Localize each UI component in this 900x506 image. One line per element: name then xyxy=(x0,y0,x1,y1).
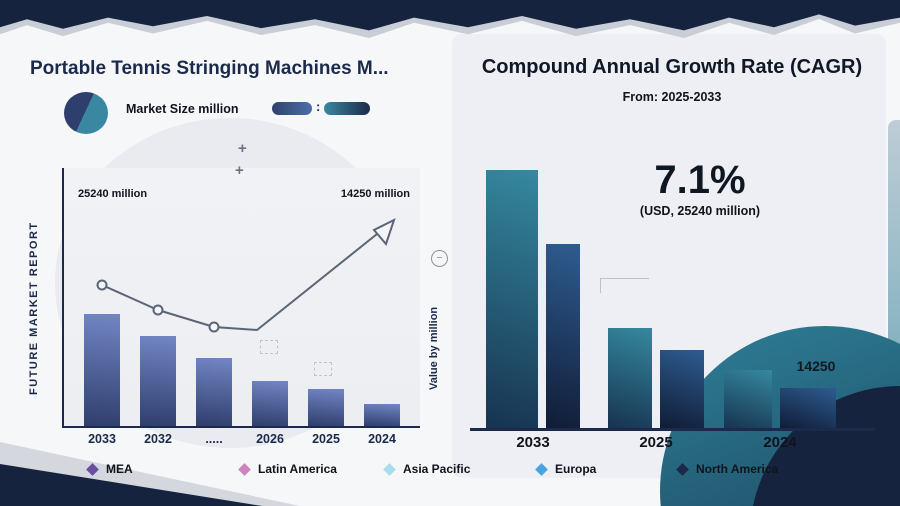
legend-item-europa: Europa xyxy=(535,462,597,476)
left-chart-x-tick: 2033 xyxy=(88,432,116,446)
grid-mark xyxy=(314,362,332,376)
right-chart-bar-2033-s1 xyxy=(486,170,538,428)
region-legend: MEA Latin America Asia Pacific Europa North … xyxy=(0,462,900,486)
left-chart-x-tick: 2024 xyxy=(368,432,396,446)
left-chart-x-tick: 2025 xyxy=(312,432,340,446)
ratio-pill-left xyxy=(272,102,312,115)
minus-circle-icon: − xyxy=(431,250,448,267)
legend-diamond-icon xyxy=(383,462,396,476)
right-bar-chart: 2033 2025 2024 14250 xyxy=(470,158,875,451)
right-chart-bar-2024-s2 xyxy=(780,388,836,428)
right-chart-side-label: Value by million xyxy=(428,306,440,390)
left-chart-bar-2024 xyxy=(364,404,400,426)
left-chart-bar-2032 xyxy=(140,336,176,426)
legend-item-mea: MEA xyxy=(86,462,133,476)
right-chart-group-2033 xyxy=(486,170,580,428)
legend-item-latin-america: Latin America xyxy=(238,462,337,476)
left-chart-bar-2033 xyxy=(84,314,120,426)
legend-diamond-icon xyxy=(86,462,99,476)
legend-diamond-icon xyxy=(238,462,251,476)
ratio-pill-right xyxy=(324,102,370,115)
cagr-value: 7.1% xyxy=(654,158,746,202)
step-decoration xyxy=(600,278,649,293)
grid-mark xyxy=(260,340,278,354)
left-chart-x-tick: ..... xyxy=(205,432,223,446)
plus-decoration-icon: + xyxy=(235,162,244,179)
market-size-legend-label: Market Size million xyxy=(126,102,239,116)
right-chart-bar-2025-s1 xyxy=(608,328,652,428)
plus-decoration-icon: + xyxy=(238,140,247,157)
left-chart-side-label: FUTURE MARKET REPORT xyxy=(28,221,40,395)
right-chart-bar-2025-s2 xyxy=(660,350,704,428)
legend-diamond-icon xyxy=(676,462,689,476)
left-chart-bar-2026 xyxy=(252,381,288,426)
ratio-colon: : xyxy=(316,99,321,114)
legend-label: Europa xyxy=(555,462,597,476)
left-chart-x-tick: 2026 xyxy=(256,432,284,446)
legend-item-north-america: North America xyxy=(676,462,779,476)
right-chart-x-tick: 2024 xyxy=(763,434,797,451)
right-chart-subtitle: From: 2025-2033 xyxy=(622,90,722,104)
left-chart-bar-2025 xyxy=(308,389,344,426)
left-chart-x-tick: 2032 xyxy=(144,432,172,446)
market-size-legend-icon xyxy=(64,92,108,134)
right-chart-x-tick: 2033 xyxy=(516,434,550,451)
left-chart-bar-..... xyxy=(196,358,232,426)
annotation-25240: 25240 million xyxy=(78,188,148,200)
cagr-note: (USD, 25240 million) xyxy=(639,204,761,218)
right-chart-bar-2033-s2 xyxy=(546,244,580,428)
legend-label: Latin America xyxy=(258,462,337,476)
legend-item-asia-pacific: Asia Pacific xyxy=(383,462,471,476)
legend-diamond-icon xyxy=(535,462,548,476)
right-chart-bar-2024-s1 xyxy=(724,370,772,428)
left-bar-chart: 25240 million 14250 million 2033 2032....… xyxy=(62,168,420,446)
left-chart-title: Portable Tennis Stringing Machines M... xyxy=(30,58,389,79)
right-chart-x-tick: 2025 xyxy=(639,434,673,451)
legend-label: MEA xyxy=(106,462,133,476)
cagr-stat: 7.1% (USD, 25240 million) xyxy=(590,158,810,218)
annotation-14250: 14250 million xyxy=(340,188,410,200)
bar-value-label-14250: 14250 xyxy=(796,358,836,374)
right-chart-group-2025 xyxy=(608,328,704,428)
legend-label: North America xyxy=(696,462,779,476)
legend-label: Asia Pacific xyxy=(403,462,471,476)
right-chart-group-2024 xyxy=(724,370,836,428)
right-chart-title: Compound Annual Growth Rate (CAGR) xyxy=(481,56,863,78)
